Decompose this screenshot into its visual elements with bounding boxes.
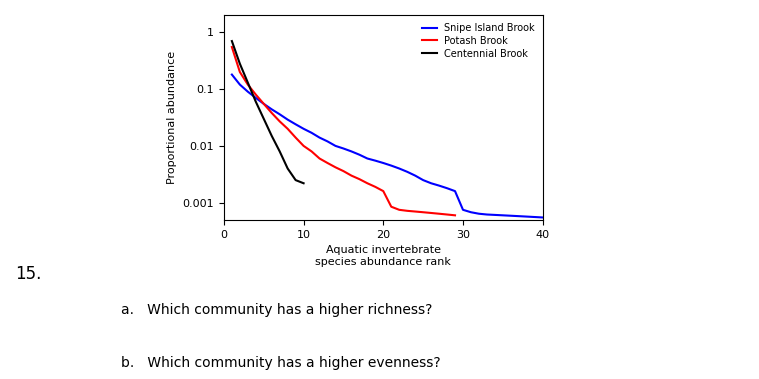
Text: b.   Which community has a higher evenness?: b. Which community has a higher evenness…	[121, 356, 441, 370]
Text: 15.: 15.	[15, 265, 42, 283]
Legend: Snipe Island Brook, Potash Brook, Centennial Brook: Snipe Island Brook, Potash Brook, Centen…	[419, 20, 538, 62]
X-axis label: Aquatic invertebrate
species abundance rank: Aquatic invertebrate species abundance r…	[315, 245, 452, 267]
Text: a.   Which community has a higher richness?: a. Which community has a higher richness…	[121, 303, 433, 317]
Y-axis label: Proportional abundance: Proportional abundance	[167, 51, 177, 184]
